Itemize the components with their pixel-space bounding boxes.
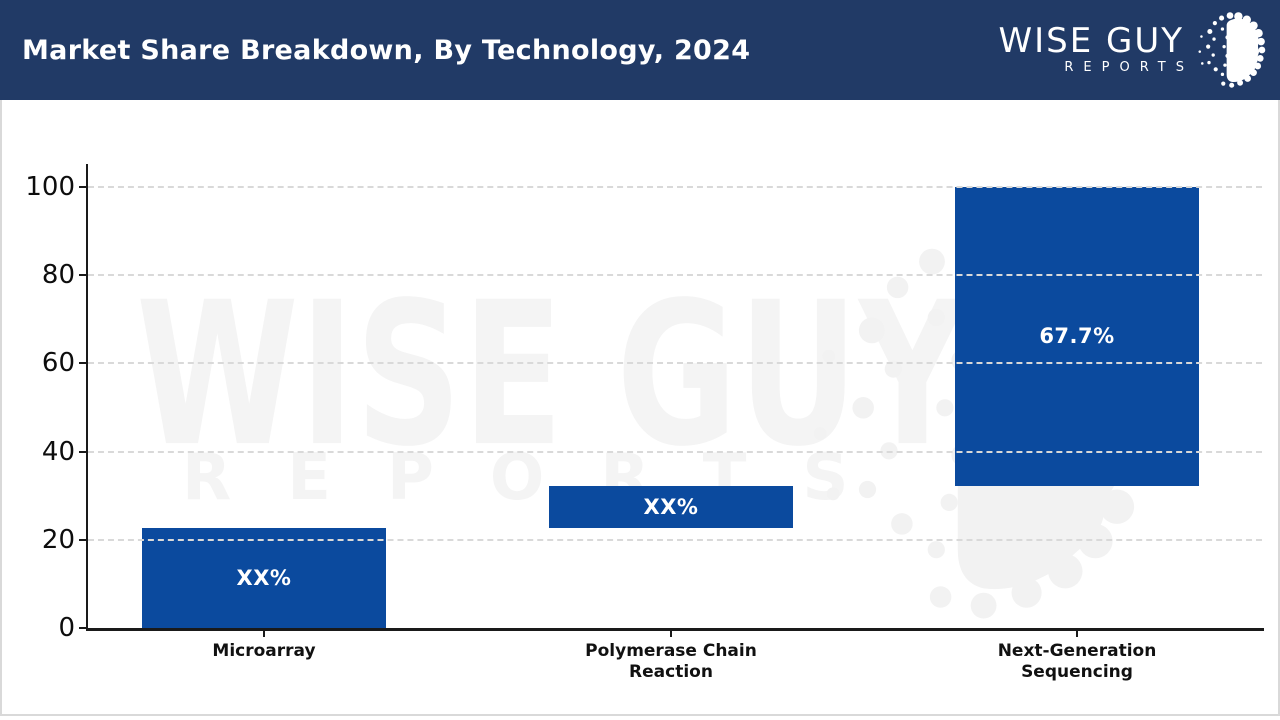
y-tick xyxy=(79,186,88,188)
y-tick-label: 0 xyxy=(58,613,75,643)
y-tick xyxy=(79,274,88,277)
gridline xyxy=(88,362,1262,365)
y-tick xyxy=(79,362,88,365)
x-tick xyxy=(670,628,672,637)
x-tick xyxy=(263,628,265,637)
header-bar: Market Share Breakdown, By Technology, 2… xyxy=(0,0,1280,100)
bar-value-label: 67.7% xyxy=(1039,324,1115,349)
chart-title: Market Share Breakdown, By Technology, 2… xyxy=(22,34,751,66)
logo-wordmark: WISE GUY xyxy=(998,21,1184,61)
gridline xyxy=(88,274,1262,277)
x-category-label: Microarray xyxy=(212,641,316,661)
bar-value-label: XX% xyxy=(236,566,292,591)
bar: XX% xyxy=(142,528,386,628)
logo-face-icon xyxy=(1198,12,1266,88)
y-tick xyxy=(79,627,88,629)
logo-text: WISE GUY REPORTS xyxy=(998,23,1184,77)
gridline xyxy=(88,186,1262,188)
watermark-wordmark: WISE GUY xyxy=(136,260,967,491)
bar: XX% xyxy=(549,485,793,529)
y-tick-label: 40 xyxy=(41,436,75,467)
gridline xyxy=(88,538,1262,541)
y-axis-line xyxy=(86,164,88,628)
y-tick xyxy=(79,538,88,541)
bar: 67.7% xyxy=(955,187,1199,486)
x-tick xyxy=(1076,628,1078,637)
y-tick-label: 100 xyxy=(25,172,75,202)
x-category-label: Next-Generation Sequencing xyxy=(997,641,1157,682)
y-tick-label: 20 xyxy=(41,524,75,555)
x-axis-line xyxy=(86,628,1264,631)
y-tick xyxy=(79,450,88,453)
wise-guy-reports-logo: WISE GUY REPORTS xyxy=(998,0,1272,100)
y-tick-label: 80 xyxy=(41,260,75,291)
bar-value-label: XX% xyxy=(643,494,699,519)
logo-subtext: REPORTS xyxy=(1064,60,1194,75)
x-category-label: Polymerase Chain Reaction xyxy=(585,641,757,682)
y-tick-label: 60 xyxy=(41,348,75,379)
gridline xyxy=(88,450,1262,453)
